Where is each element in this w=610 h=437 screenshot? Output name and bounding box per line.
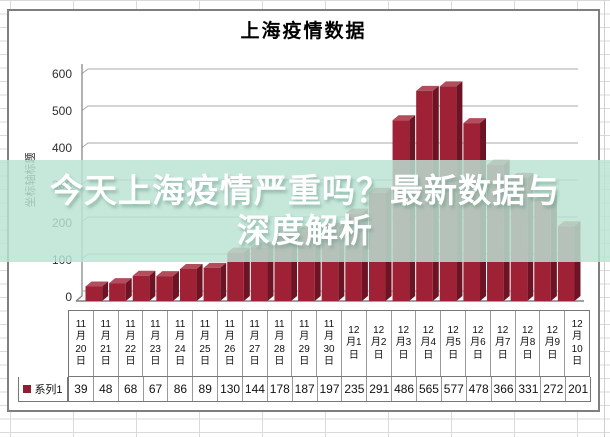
bar-top-face <box>179 264 203 270</box>
value-cell-12月8日: 331 <box>515 377 540 401</box>
bar-side-face <box>125 278 132 301</box>
bar-top-face <box>439 81 463 87</box>
date-cell-12月2日: 12 月2 日 <box>365 311 391 376</box>
bar-11月21日 <box>109 278 132 301</box>
value-cell-12月3日: 486 <box>391 377 416 401</box>
x-axis-date-table-header: 11 月 20 日 11 月 21 日 11 月 22 日 11 月 23 日 11 月 24 日 11 月 25 日 11 月 2… <box>68 310 590 377</box>
value-cell-11月27日: 144 <box>242 377 267 401</box>
bar-side-face <box>196 264 203 301</box>
value-cell-11月30日: 197 <box>316 377 342 401</box>
gridline <box>81 105 578 111</box>
headline-line-2: 深度解析 <box>237 212 373 249</box>
date-cell-12月8日: 12 月8 日 <box>514 311 540 376</box>
value-cell-12月1日: 235 <box>341 377 366 401</box>
date-cell-11月26日: 11 月 26 日 <box>216 311 242 376</box>
y-axis-tick-label: 600 <box>51 66 72 81</box>
date-cell-11月27日: 11 月 27 日 <box>241 311 267 376</box>
bar-top-face <box>392 115 416 121</box>
bar-11月23日 <box>156 271 179 301</box>
date-cell-12月9日: 12 月9 日 <box>539 311 564 376</box>
date-cell-11月23日: 11 月 23 日 <box>142 311 167 376</box>
value-cell-11月20日: 39 <box>74 382 88 396</box>
headline-overlay-banner: 今天上海疫情严重吗？最新数据与 深度解析 <box>0 160 610 262</box>
bar-front-face <box>203 267 221 301</box>
bar-front-face <box>109 283 126 301</box>
data-table-values: 39 48 68 67 86 89 130 144 178 187 197 235 291 486 565 5… <box>68 377 591 402</box>
chart-title: 上海疫情数据 <box>240 21 367 42</box>
bar-11月25日 <box>203 262 227 301</box>
legend-cell: 系列1 <box>18 377 68 402</box>
value-cell-11月22日: 68 <box>117 377 143 401</box>
date-cell-11月30日: 11 月 30 日 <box>316 311 341 376</box>
bar-front-face <box>85 286 103 301</box>
date-cell-11月20日: 11 月 20 日 <box>75 318 87 368</box>
y-axis-tick-label: 500 <box>51 104 72 118</box>
value-cell-12月6日: 478 <box>465 377 491 401</box>
bar-11月22日 <box>132 270 156 301</box>
date-cell-11月24日: 11 月 24 日 <box>167 311 192 376</box>
bar-side-face <box>172 271 179 301</box>
bar-11月20日 <box>85 281 109 301</box>
date-cell-12月6日: 12 月6 日 <box>465 311 490 376</box>
value-cell-11月25日: 89 <box>192 377 217 401</box>
bar-front-face <box>132 275 150 301</box>
date-cell-11月22日: 11 月 22 日 <box>117 311 143 376</box>
value-cell-12月7日: 366 <box>490 377 516 401</box>
y-axis-tick-label: 0 <box>65 290 72 304</box>
bar-11月24日 <box>179 264 203 301</box>
bar-side-face <box>102 281 109 301</box>
value-cell-12月5日: 577 <box>440 377 466 401</box>
bar-side-face <box>149 270 156 301</box>
series-legend-label: 系列1 <box>34 384 63 396</box>
y-axis-tick-label: 400 <box>51 141 72 156</box>
date-cell-11月25日: 11 月 25 日 <box>192 311 217 376</box>
date-cell-12月5日: 12 月5 日 <box>440 311 465 376</box>
date-cell-11月28日: 11 月 28 日 <box>266 311 292 376</box>
bar-top-face <box>85 281 109 287</box>
value-cell-11月23日: 67 <box>142 377 168 401</box>
value-cell-11月28日: 178 <box>266 377 292 401</box>
date-cell-12月7日: 12 月7 日 <box>489 311 515 376</box>
data-table-row: 系列1 39 48 68 67 86 89 130 144 178 187 197 235 291 486… <box>18 377 591 402</box>
value-cell-12月10日: 201 <box>565 377 590 401</box>
date-cell-11月21日: 11 月 21 日 <box>92 311 118 376</box>
bar-top-face <box>156 271 179 277</box>
date-cell-12月4日: 12 月4 日 <box>415 311 440 376</box>
bar-front-face <box>179 269 197 301</box>
value-cell-11月21日: 48 <box>92 377 118 401</box>
date-cell-12月10日: 12 月 10 日 <box>564 311 589 376</box>
bar-top-face <box>463 118 487 124</box>
date-cell-12月3日: 12 月3 日 <box>390 311 416 376</box>
bar-top-face <box>109 278 132 284</box>
y-axis-line <box>75 64 83 302</box>
bar-top-face <box>203 262 227 268</box>
value-cell-11月26日: 130 <box>217 377 242 401</box>
bar-side-face <box>220 262 227 301</box>
date-cell-11月29日: 11 月 29 日 <box>291 311 316 376</box>
value-cell-11月24日: 86 <box>167 377 192 401</box>
gridline <box>81 142 578 148</box>
bar-top-face <box>132 270 156 276</box>
value-cell-12月9日: 272 <box>540 377 565 401</box>
value-cell-12月2日: 291 <box>366 377 391 401</box>
series-legend-marker-icon <box>23 385 32 393</box>
gridline <box>81 68 578 74</box>
bar-front-face <box>156 276 173 301</box>
value-cell-11月29日: 187 <box>291 377 317 401</box>
headline-line-1: 今天上海疫情严重吗？最新数据与 <box>50 172 560 209</box>
bar-front-face <box>227 252 244 301</box>
value-cell-12月4日: 565 <box>416 377 441 401</box>
bar-top-face <box>416 85 439 91</box>
date-cell-12月1日: 12 月1 日 <box>340 311 366 376</box>
